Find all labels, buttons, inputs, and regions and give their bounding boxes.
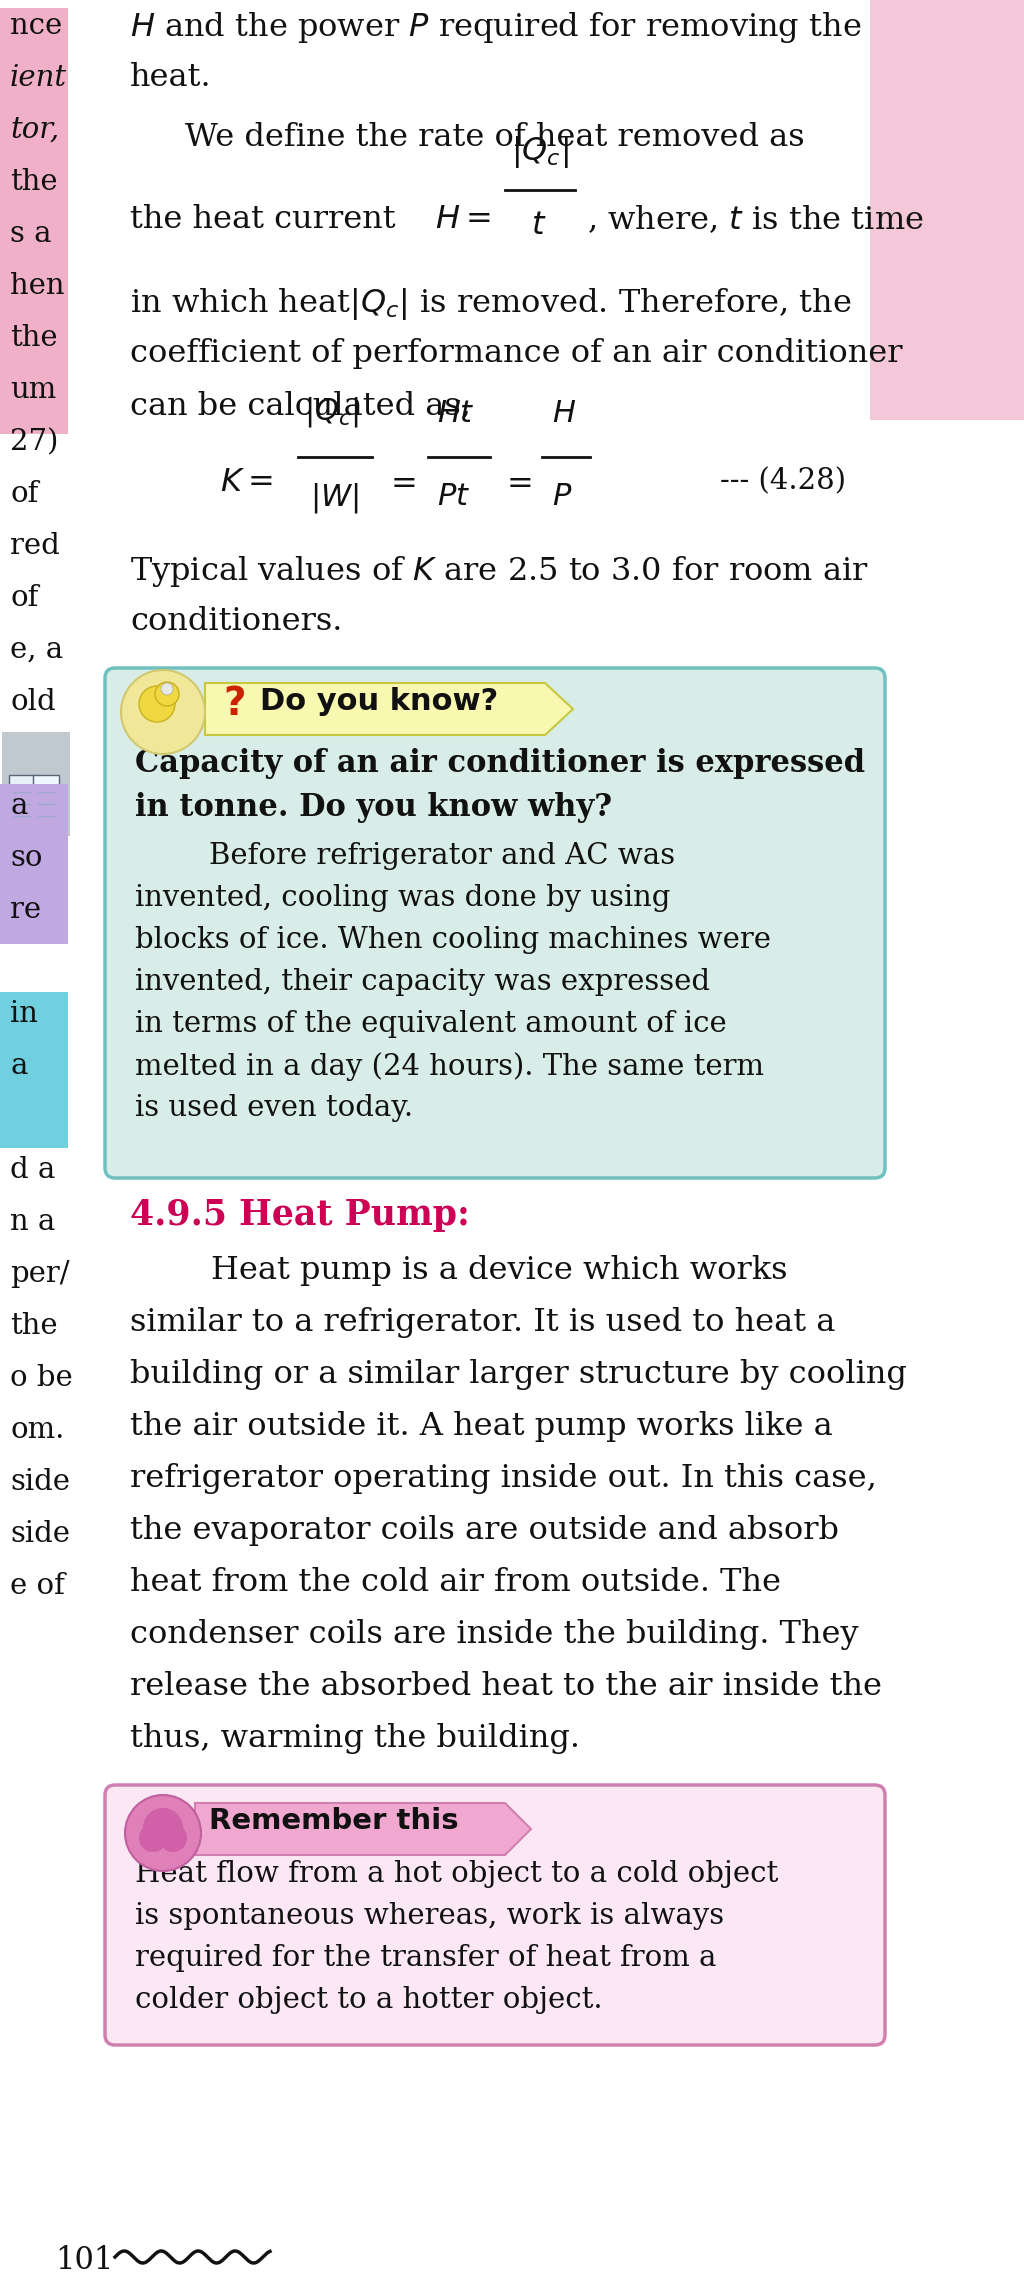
Text: $|Q_c|$: $|Q_c|$ [511,134,568,171]
Polygon shape [205,682,573,735]
Text: 4.9.5 Heat Pump:: 4.9.5 Heat Pump: [130,1199,470,1233]
Text: conditioners.: conditioners. [130,605,342,637]
FancyBboxPatch shape [105,1786,885,2045]
FancyBboxPatch shape [0,992,68,1149]
Circle shape [161,682,173,694]
Text: d a: d a [10,1156,55,1183]
Text: $K =$: $K =$ [220,466,272,498]
Text: the air outside it. A heat pump works like a: the air outside it. A heat pump works li… [130,1410,833,1442]
Text: $P$: $P$ [552,480,572,512]
Text: required for the transfer of heat from a: required for the transfer of heat from a [135,1945,717,1972]
Text: ient: ient [10,64,68,91]
Text: heat from the cold air from outside. The: heat from the cold air from outside. The [130,1567,781,1597]
Circle shape [155,682,179,705]
Text: building or a similar larger structure by cooling: building or a similar larger structure b… [130,1358,907,1390]
FancyBboxPatch shape [0,785,68,944]
Text: side: side [10,1520,70,1547]
FancyBboxPatch shape [0,9,68,435]
Text: s a: s a [10,221,51,248]
Text: the heat current: the heat current [130,205,416,234]
Polygon shape [195,1804,531,1854]
Text: a: a [10,792,28,819]
Text: the: the [10,168,57,196]
Text: e of: e of [10,1572,65,1599]
Text: $=$: $=$ [384,466,416,498]
Text: is used even today.: is used even today. [135,1094,413,1122]
Text: ?: ? [223,685,246,723]
Text: hen: hen [10,273,65,300]
Text: can be calculated as,: can be calculated as, [130,389,471,421]
Text: the: the [10,323,57,353]
Text: the: the [10,1313,57,1340]
Text: 101: 101 [55,2245,114,2275]
Text: blocks of ice. When cooling machines were: blocks of ice. When cooling machines wer… [135,926,771,953]
FancyBboxPatch shape [105,669,885,1178]
Text: invented, their capacity was expressed: invented, their capacity was expressed [135,967,710,996]
Circle shape [143,1809,183,1847]
Text: , where, $t$ is the time: , where, $t$ is the time [587,205,924,237]
FancyBboxPatch shape [33,776,59,828]
Circle shape [125,1795,201,1870]
Text: Capacity of an air conditioner is expressed: Capacity of an air conditioner is expres… [135,748,865,778]
Text: coefficient of performance of an air conditioner: coefficient of performance of an air con… [130,339,902,369]
Text: refrigerator operating inside out. In this case,: refrigerator operating inside out. In th… [130,1463,877,1495]
Text: old: old [10,687,55,717]
Text: so: so [10,844,43,871]
Text: release the absorbed heat to the air inside the: release the absorbed heat to the air ins… [130,1672,882,1702]
Text: Heat flow from a hot object to a cold object: Heat flow from a hot object to a cold ob… [135,1861,778,1888]
Text: invented, cooling was done by using: invented, cooling was done by using [135,885,671,912]
Circle shape [139,1825,167,1852]
Text: per/: per/ [10,1260,70,1288]
Text: melted in a day (24 hours). The same term: melted in a day (24 hours). The same ter… [135,1051,764,1081]
Text: $t$: $t$ [531,209,547,241]
FancyBboxPatch shape [870,0,1024,421]
Circle shape [121,671,205,753]
Text: $H =$: $H =$ [435,205,490,234]
Text: We define the rate of heat removed as: We define the rate of heat removed as [185,123,805,152]
Text: $|Q_c|$: $|Q_c|$ [304,396,359,430]
Text: the evaporator coils are outside and absorb: the evaporator coils are outside and abs… [130,1515,839,1547]
Text: Before refrigerator and AC was: Before refrigerator and AC was [135,842,675,869]
Text: similar to a refrigerator. It is used to heat a: similar to a refrigerator. It is used to… [130,1308,836,1338]
Text: side: side [10,1467,70,1497]
Text: thus, warming the building.: thus, warming the building. [130,1722,580,1754]
Text: condenser coils are inside the building. They: condenser coils are inside the building.… [130,1620,859,1649]
Text: of: of [10,585,38,612]
Text: o be: o be [10,1365,73,1392]
Text: Typical values of $K$ are 2.5 to 3.0 for room air: Typical values of $K$ are 2.5 to 3.0 for… [130,555,869,589]
Text: Heat pump is a device which works: Heat pump is a device which works [130,1256,787,1285]
Circle shape [139,687,175,721]
Text: $H$ and the power $P$ required for removing the: $H$ and the power $P$ required for remov… [130,9,861,46]
Text: $H$: $H$ [552,398,577,430]
Text: $Pt$: $Pt$ [437,480,470,512]
Text: $Ht$: $Ht$ [437,398,475,430]
Text: is spontaneous whereas, work is always: is spontaneous whereas, work is always [135,1902,724,1929]
Text: $|W|$: $|W|$ [310,480,358,514]
Text: e, a: e, a [10,637,63,664]
Text: $=$: $=$ [500,466,531,498]
Text: a: a [10,1051,28,1081]
Text: Remember this: Remember this [209,1806,459,1836]
Text: heat.: heat. [130,61,212,93]
Text: um: um [10,375,56,405]
Text: 27): 27) [10,428,58,455]
Text: Do you know?: Do you know? [260,687,499,717]
Text: om.: om. [10,1415,65,1445]
Text: --- (4.28): --- (4.28) [720,466,846,496]
Text: re: re [10,896,41,924]
Text: in tonne. Do you know why?: in tonne. Do you know why? [135,792,612,824]
Text: in which heat$|Q_c|$ is removed. Therefore, the: in which heat$|Q_c|$ is removed. Therefo… [130,287,852,323]
Text: tor,: tor, [10,116,59,143]
Text: in terms of the equivalent amount of ice: in terms of the equivalent amount of ice [135,1010,727,1037]
Text: red: red [10,532,59,560]
FancyBboxPatch shape [9,776,35,828]
FancyBboxPatch shape [2,733,70,835]
Text: in: in [10,1001,38,1028]
Circle shape [159,1825,187,1852]
Text: nce: nce [10,11,62,41]
Text: of: of [10,480,38,507]
Text: colder object to a hotter object.: colder object to a hotter object. [135,1986,603,2013]
Text: n a: n a [10,1208,55,1235]
